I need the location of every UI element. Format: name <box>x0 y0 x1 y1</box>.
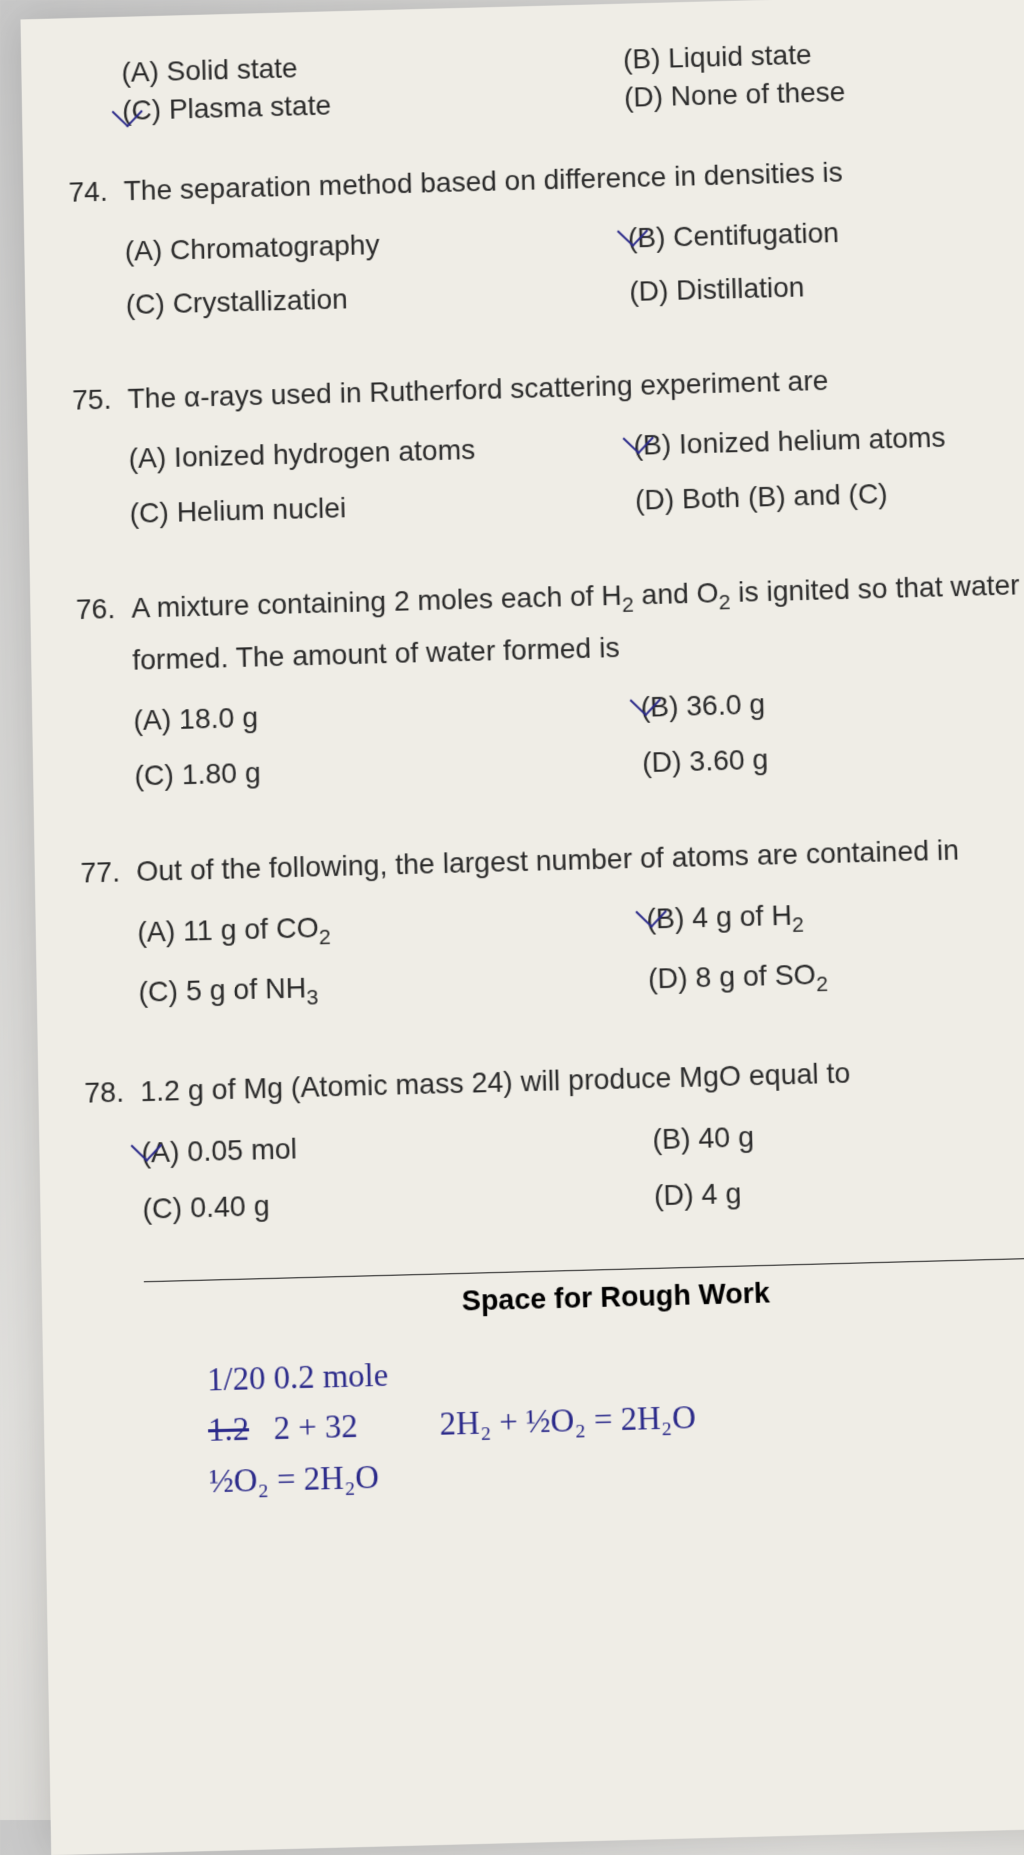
opt-a: (A) Solid state <box>121 46 543 89</box>
options: (A) 11 g of CO2 (B) 4 g of H2 (C) 5 g of… <box>137 884 1024 1021</box>
opt-b-text: (B) Centifugation <box>627 216 839 253</box>
subscript: 3 <box>306 985 318 1009</box>
opt-c: (C) 1.80 g <box>134 740 562 800</box>
opt-a: (A) 18.0 g <box>133 686 560 746</box>
opt-b: (B) 40 g <box>652 1104 1024 1165</box>
opt-c: (C) 5 g of NH3 <box>138 956 567 1020</box>
opt-d: (D) 3.60 g <box>642 727 1024 787</box>
question-77: 77. Out of the following, the largest nu… <box>136 822 1024 1020</box>
opt-b: (B) Centifugation <box>627 203 1024 262</box>
handwritten-work: 1/20 0.2 mole 1.2 2 + 32 2H₂ + ½O₂ = 2H₂… <box>145 1332 1024 1506</box>
opt-d: (D) Both (B) and (C) <box>634 465 1024 524</box>
opt-a: (A) 0.05 mol <box>141 1117 571 1178</box>
exam-page: 80 8 (A) Solid state (B) Liquid state (C… <box>21 0 1024 1855</box>
opt-d: (D) 8 g of SO2 <box>647 943 1024 1007</box>
opt-a: (A) Ionized hydrogen atoms <box>128 424 553 483</box>
opt-b: (B) 36.0 g <box>640 672 1024 732</box>
opt-c-text: (C) Plasma state <box>122 89 331 126</box>
opt-text: (C) 5 g of NH <box>138 971 306 1007</box>
question-75: 75. The α-rays used in Rutherford scatte… <box>127 350 1024 537</box>
question-stem: The separation method based on differenc… <box>123 143 1024 215</box>
question-number: 74. <box>68 168 108 217</box>
question-stem: Out of the following, the largest number… <box>136 822 1024 895</box>
question-number: 77. <box>80 847 120 897</box>
opt-a: (A) 11 g of CO2 <box>137 897 566 961</box>
stem-pre: A mixture containing 2 moles each of H <box>131 579 622 623</box>
opt-b-text: (B) 36.0 g <box>640 688 765 723</box>
opt-d: (D) 4 g <box>653 1160 1024 1221</box>
question-number: 78. <box>84 1067 125 1117</box>
subscript: 2 <box>622 592 634 616</box>
subscript: 2 <box>792 913 805 937</box>
opt-b-text: (B) Ionized helium atoms <box>633 422 946 462</box>
options: (A) 0.05 mol (B) 40 g (C) 0.40 g (D) 4 g <box>141 1104 1024 1234</box>
opt-b: (B) 4 g of H2 <box>646 884 1024 948</box>
question-76: 76. A mixture containing 2 moles each of… <box>131 559 1024 800</box>
opt-d: (D) None of these <box>624 71 1024 114</box>
opt-c: (C) Crystallization <box>125 270 549 329</box>
opt-a-text: (A) 0.05 mol <box>141 1133 297 1169</box>
question-74: 74. The separation method based on diffe… <box>123 143 1024 329</box>
opt-text: (A) 11 g of CO <box>137 912 319 949</box>
stem-mid: and O <box>633 576 719 610</box>
opt-c: (C) 0.40 g <box>142 1173 573 1234</box>
options: (A) Chromatography (B) Centifugation (C)… <box>124 203 1024 329</box>
opt-c: (C) Helium nuclei <box>129 478 555 538</box>
question-stem: The α-rays used in Rutherford scattering… <box>127 350 1024 422</box>
subscript: 2 <box>319 925 331 949</box>
opt-b: (B) Ionized helium atoms <box>633 411 1024 470</box>
options: (A) Ionized hydrogen atoms (B) Ionized h… <box>128 411 1024 538</box>
opt-text: (B) 4 g of H <box>646 899 792 935</box>
question-stem: 1.2 g of Mg (Atomic mass 24) will produc… <box>140 1042 1024 1116</box>
top-options: (A) Solid state (B) Liquid state (C) Pla… <box>121 33 1024 127</box>
question-number: 76. <box>75 584 115 634</box>
subscript: 2 <box>718 590 730 614</box>
opt-c: (C) Plasma state <box>122 84 544 127</box>
opt-text: (D) 8 g of SO <box>648 958 817 994</box>
strikethrough: 1.2 <box>208 1410 250 1449</box>
question-stem: A mixture containing 2 moles each of H2 … <box>131 559 1024 684</box>
opt-b: (B) Liquid state <box>623 33 1024 76</box>
subscript: 2 <box>816 971 829 995</box>
question-78: 78. 1.2 g of Mg (Atomic mass 24) will pr… <box>140 1042 1024 1234</box>
opt-a: (A) Chromatography <box>124 216 548 275</box>
question-number: 75. <box>72 375 112 424</box>
opt-d: (D) Distillation <box>629 257 1024 316</box>
options: (A) 18.0 g (B) 36.0 g (C) 1.80 g (D) 3.6… <box>133 672 1024 800</box>
